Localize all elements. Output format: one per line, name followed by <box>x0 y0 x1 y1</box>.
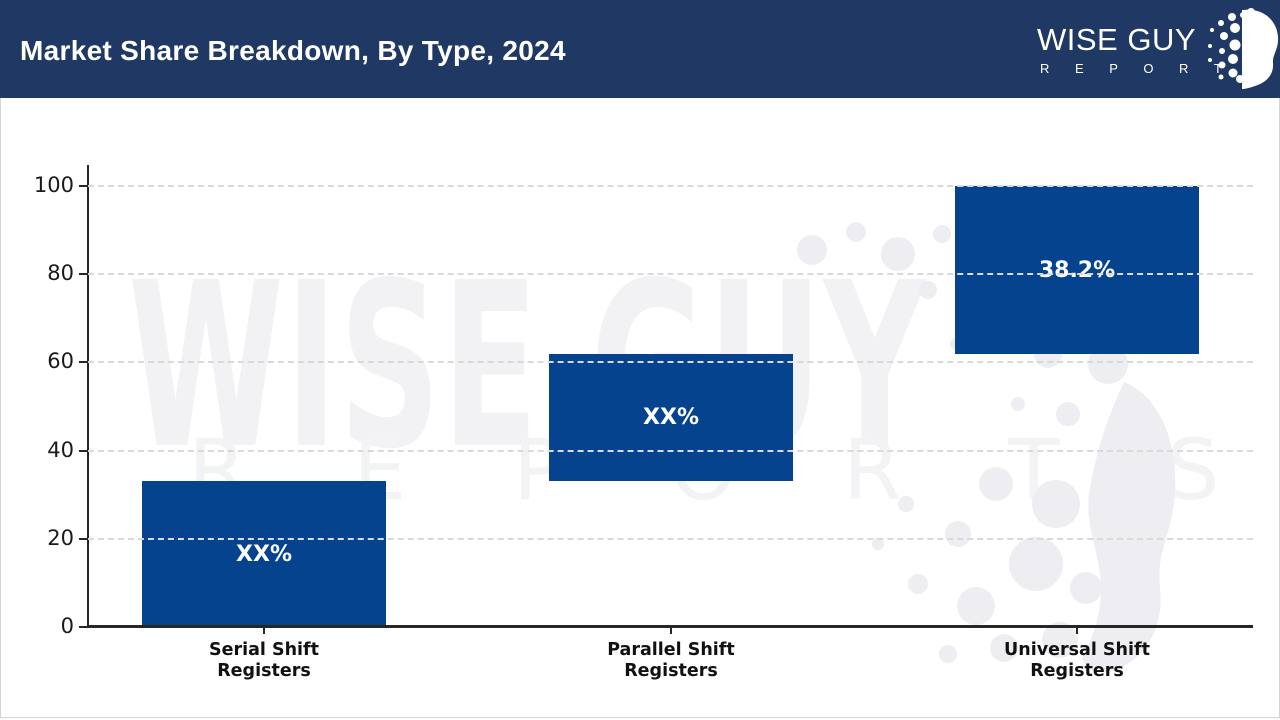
category-label: Parallel Shift Registers <box>607 640 735 681</box>
bar-value-label: XX% <box>643 405 699 431</box>
bar-value-label: 38.2% <box>1038 257 1116 283</box>
gridline <box>88 361 1253 364</box>
brand-logo-face-icon <box>1208 8 1279 89</box>
y-tick-mark <box>79 185 87 187</box>
y-tick-mark <box>79 361 87 364</box>
y-tick-label: 100 <box>33 173 74 197</box>
bar-segment: XX% <box>142 481 386 627</box>
header-bar: Market Share Breakdown, By Type, 2024 WI… <box>0 0 1280 98</box>
y-tick-label: 60 <box>47 349 74 374</box>
category-label: Universal Shift Registers <box>1004 640 1150 681</box>
brand-logo-subtitle: R E P O R T S <box>1040 61 1267 76</box>
y-tick-mark <box>79 626 87 628</box>
page-title: Market Share Breakdown, By Type, 2024 <box>20 35 566 66</box>
gridline <box>88 273 1253 276</box>
x-tick-mark <box>670 628 672 634</box>
brand-logo: WISE GUY R E P O R T S <box>1020 0 1280 98</box>
gridline <box>88 185 1253 187</box>
bar-segment: XX% <box>549 354 793 482</box>
x-tick-mark <box>263 628 265 634</box>
bar-value-label: XX% <box>236 541 292 567</box>
y-tick-mark <box>79 537 87 540</box>
y-tick-label: 80 <box>47 261 74 286</box>
gridline <box>88 537 1253 540</box>
y-axis-spine <box>87 165 89 627</box>
y-tick-label: 40 <box>47 437 74 462</box>
x-tick-mark <box>1076 628 1078 634</box>
y-tick-mark <box>79 273 87 276</box>
category-label: Serial Shift Registers <box>208 640 320 681</box>
y-tick-label: 0 <box>60 614 74 638</box>
brand-logo-name: WISE GUY <box>1037 22 1197 57</box>
gridline <box>88 449 1253 452</box>
y-tick-mark <box>79 449 87 452</box>
y-tick-label: 20 <box>47 525 74 550</box>
x-axis-line <box>87 625 1253 628</box>
bar-segment: 38.2% <box>955 186 1199 355</box>
